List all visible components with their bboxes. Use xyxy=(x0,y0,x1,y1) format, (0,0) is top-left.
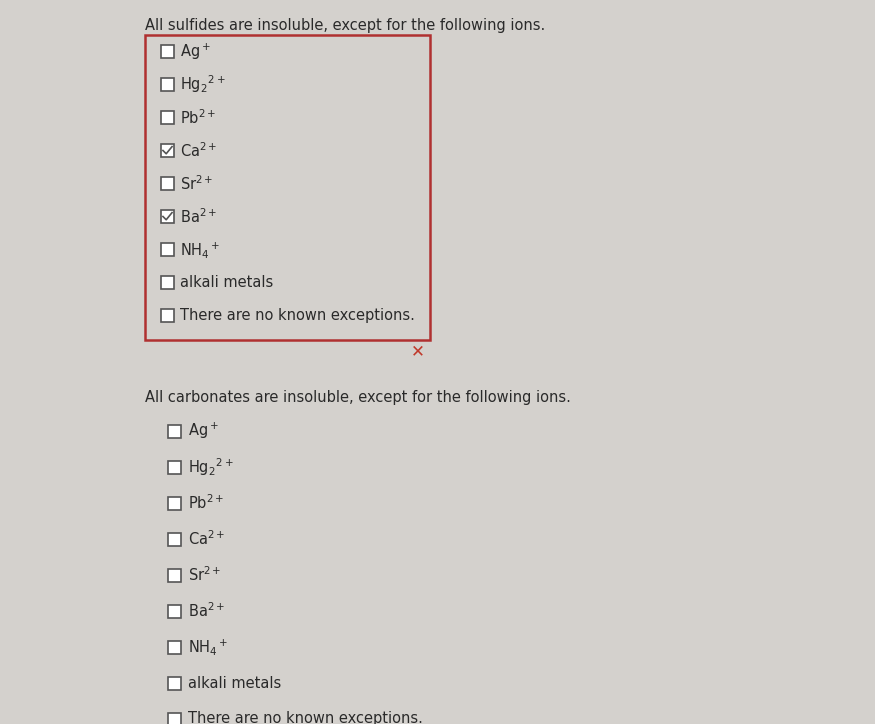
Text: Ag$^+$: Ag$^+$ xyxy=(188,421,219,441)
Text: Pb$^{2+}$: Pb$^{2+}$ xyxy=(180,108,216,127)
Bar xyxy=(161,177,174,190)
Text: Ca$^{2+}$: Ca$^{2+}$ xyxy=(180,141,217,160)
Bar xyxy=(168,424,181,437)
Text: Ca$^{2+}$: Ca$^{2+}$ xyxy=(188,530,226,548)
Bar xyxy=(161,276,174,289)
Text: alkali metals: alkali metals xyxy=(180,275,273,290)
Bar xyxy=(161,309,174,322)
Bar xyxy=(168,641,181,654)
Bar xyxy=(161,111,174,124)
Bar xyxy=(168,605,181,618)
Bar xyxy=(168,532,181,545)
Text: All carbonates are insoluble, except for the following ions.: All carbonates are insoluble, except for… xyxy=(145,390,570,405)
Bar xyxy=(168,497,181,510)
Text: alkali metals: alkali metals xyxy=(188,675,281,691)
Bar xyxy=(161,210,174,223)
Text: Sr$^{2+}$: Sr$^{2+}$ xyxy=(180,174,214,193)
Text: There are no known exceptions.: There are no known exceptions. xyxy=(180,308,415,323)
Text: Hg$_2$$^{2+}$: Hg$_2$$^{2+}$ xyxy=(188,456,234,478)
Text: Pb$^{2+}$: Pb$^{2+}$ xyxy=(188,494,224,513)
Text: All sulfides are insoluble, except for the following ions.: All sulfides are insoluble, except for t… xyxy=(145,18,545,33)
Text: Ba$^{2+}$: Ba$^{2+}$ xyxy=(180,207,217,226)
Bar xyxy=(168,676,181,689)
Text: Ag$^+$: Ag$^+$ xyxy=(180,41,211,62)
Bar xyxy=(161,144,174,157)
Text: NH$_4$$^+$: NH$_4$$^+$ xyxy=(188,637,228,657)
Bar xyxy=(161,45,174,58)
Text: Hg$_2$$^{2+}$: Hg$_2$$^{2+}$ xyxy=(180,74,226,96)
Bar xyxy=(161,243,174,256)
Bar xyxy=(145,35,430,340)
Text: NH$_4$$^+$: NH$_4$$^+$ xyxy=(180,240,220,259)
Text: Sr$^{2+}$: Sr$^{2+}$ xyxy=(188,565,221,584)
Bar xyxy=(161,78,174,91)
Text: Ba$^{2+}$: Ba$^{2+}$ xyxy=(188,602,225,620)
Bar xyxy=(168,712,181,724)
Bar xyxy=(168,568,181,581)
Bar xyxy=(168,460,181,473)
Text: There are no known exceptions.: There are no known exceptions. xyxy=(188,712,423,724)
Text: ✕: ✕ xyxy=(411,342,425,360)
